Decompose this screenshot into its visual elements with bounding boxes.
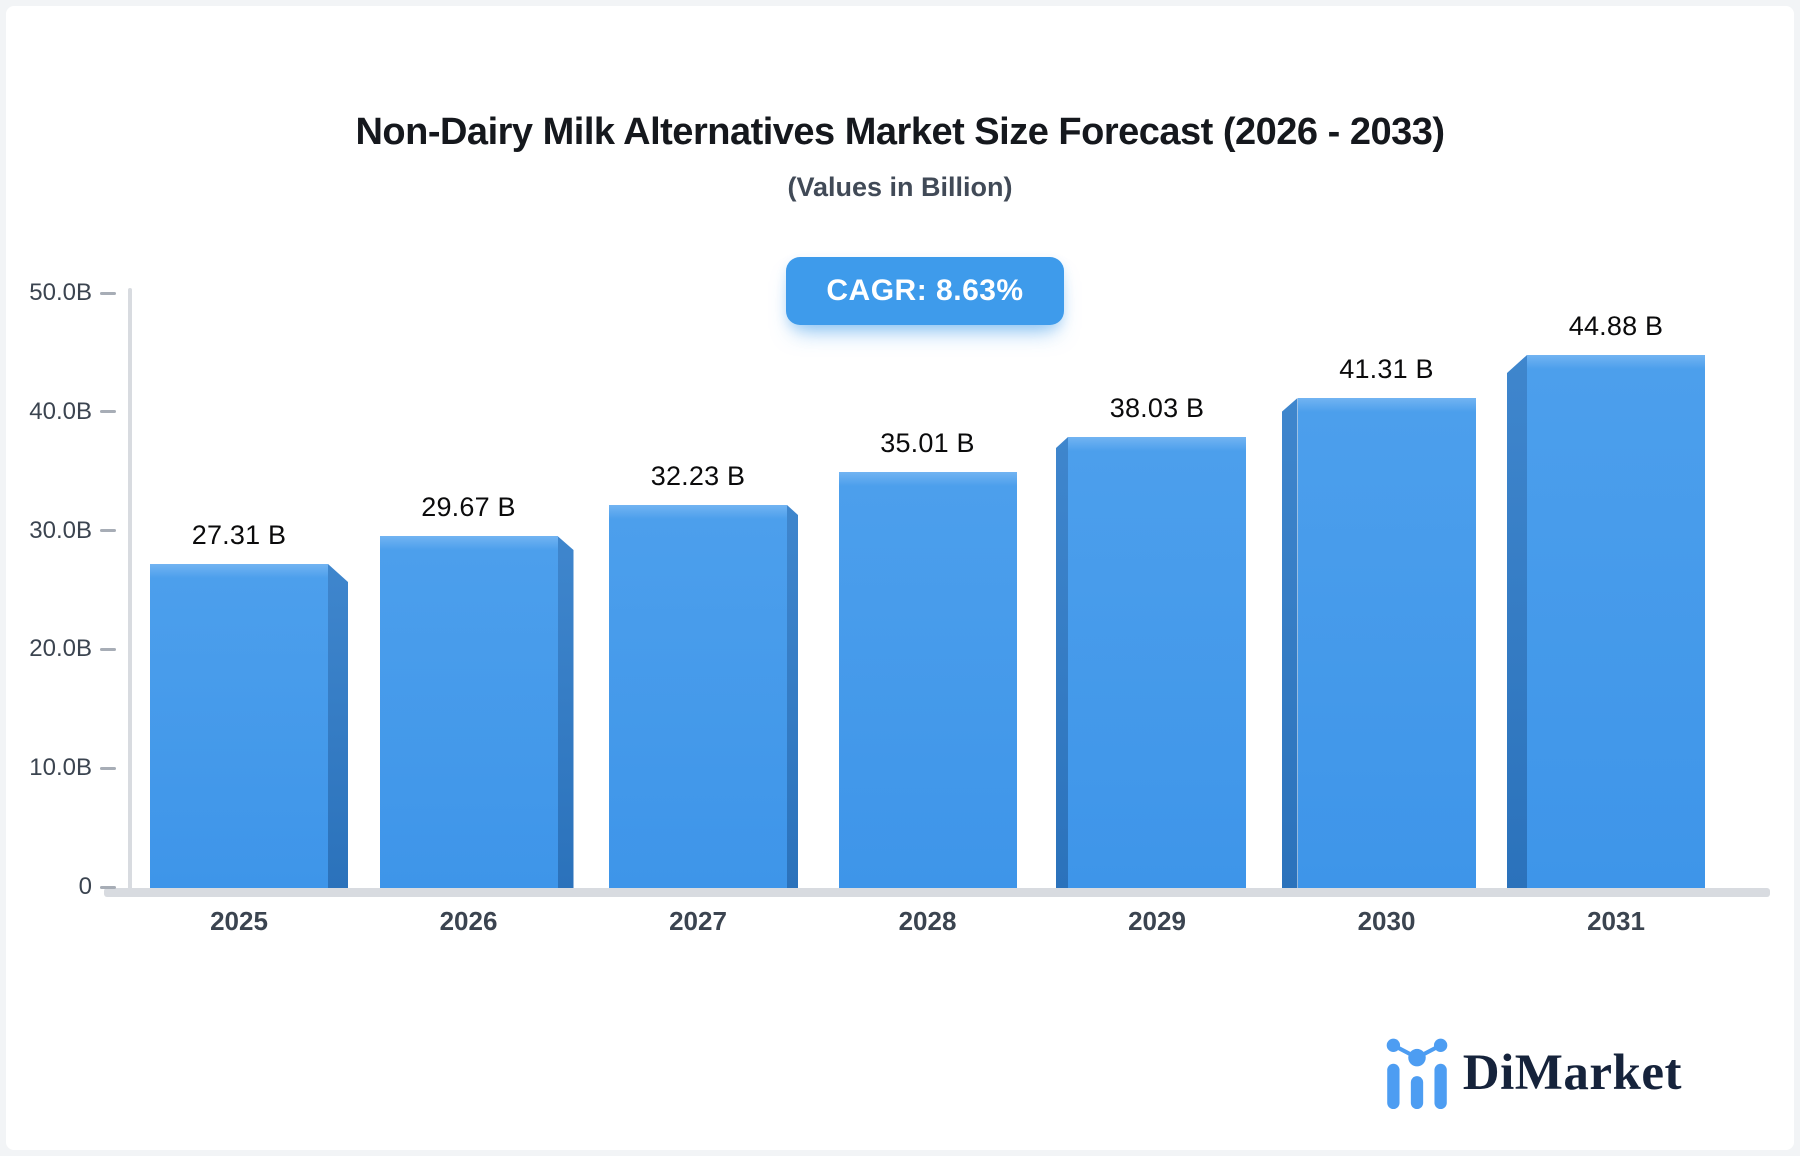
bar-side-3d [1281, 398, 1298, 888]
x-tick-label: 2028 [898, 906, 957, 936]
y-tick-label: 20.0B [29, 635, 92, 663]
x-tick-label: 2026 [439, 906, 498, 936]
bar-value-label: 41.31 B [1339, 354, 1434, 384]
bar-side-3d [557, 536, 574, 888]
y-tick-label: 0 [78, 873, 92, 900]
bar-chart-trend-icon [1385, 1033, 1449, 1114]
bar-value-label: 38.03 B [1109, 393, 1205, 423]
bar-face [150, 564, 328, 888]
bar-face [838, 472, 1017, 888]
y-tick-label: 50.0B [29, 279, 92, 306]
y-tick-mark [100, 410, 116, 414]
bar-2028 [838, 472, 1017, 888]
brand-logo: DiMarket [1385, 1035, 1682, 1111]
y-tick-mark [100, 766, 116, 770]
y-tick-mark [100, 647, 116, 651]
y-axis-line [128, 288, 132, 894]
x-tick-label: 2027 [669, 906, 727, 936]
x-tick-label: 2025 [210, 906, 268, 936]
bar-value-label: 27.31 B [191, 520, 287, 550]
bar-face [1527, 355, 1705, 888]
y-tick-label: 40.0B [29, 397, 92, 425]
bar-2025 [150, 564, 348, 888]
y-tick-mark [100, 885, 116, 889]
bar-2026 [379, 536, 574, 888]
x-tick-label: 2031 [1587, 906, 1645, 936]
cagr-badge: CAGR: 8.63% [786, 257, 1064, 325]
bar-value-label: 35.01 B [880, 428, 975, 458]
y-tick-mark [100, 291, 116, 295]
bar-value-label: 44.88 B [1568, 311, 1664, 341]
bar-side-3d [1056, 437, 1068, 888]
bar-face [1068, 437, 1246, 888]
y-tick-label: 30.0B [29, 516, 92, 544]
chart-subtitle: (Values in Billion) [787, 172, 1013, 202]
bar-2027 [609, 505, 798, 888]
chart-title: Non-Dairy Milk Alternatives Market Size … [355, 111, 1445, 153]
x-tick-label: 2029 [1128, 906, 1186, 936]
bar-face [609, 505, 787, 888]
bar-side-3d [787, 505, 798, 888]
bar-value-label: 29.67 B [421, 492, 516, 522]
bar-2029 [1056, 437, 1246, 888]
x-tick-label: 2030 [1357, 906, 1416, 936]
bar-side-3d [328, 564, 348, 888]
y-tick-mark [100, 529, 116, 533]
bar-side-3d [1507, 355, 1527, 888]
brand-name: DiMarket [1462, 1045, 1682, 1101]
y-tick-label: 10.0B [29, 754, 92, 782]
bar-face [1297, 398, 1476, 888]
bar-value-label: 32.23 B [650, 461, 746, 491]
bar-2031 [1507, 355, 1705, 888]
bar-face [379, 536, 558, 888]
x-axis-baseline [104, 888, 1770, 897]
bar-2030 [1281, 398, 1476, 888]
